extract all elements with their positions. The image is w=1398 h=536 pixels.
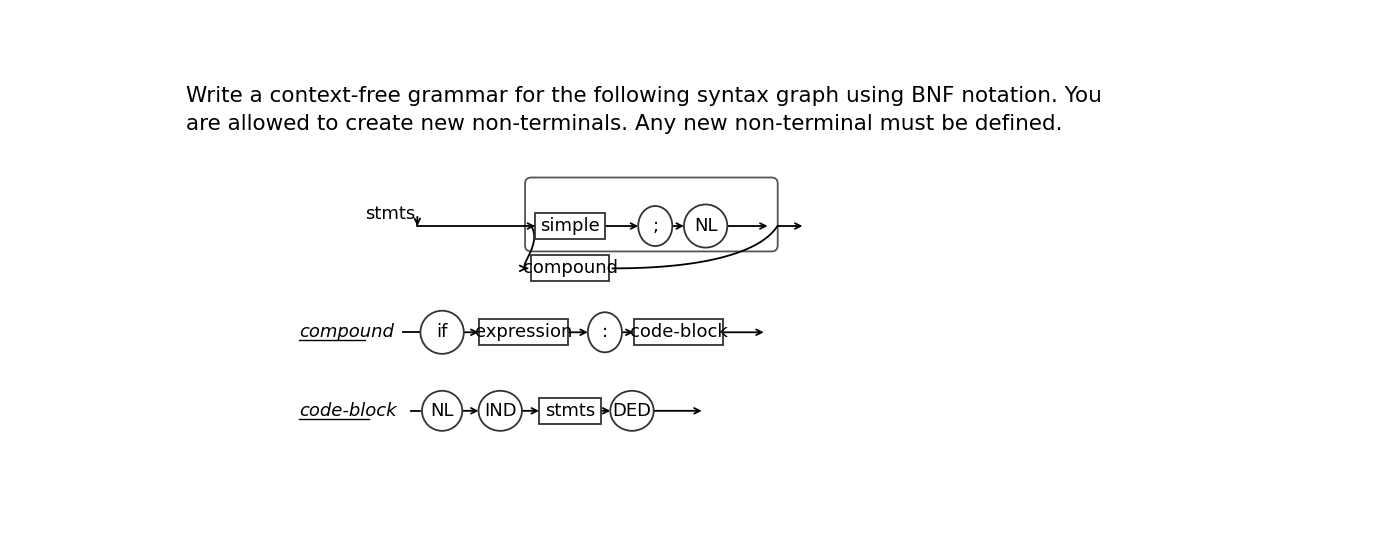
Text: compound: compound	[523, 259, 618, 277]
Ellipse shape	[421, 311, 464, 354]
Text: are allowed to create new non-terminals. Any new non-terminal must be defined.: are allowed to create new non-terminals.…	[186, 114, 1062, 135]
FancyBboxPatch shape	[535, 213, 605, 239]
Text: DED: DED	[612, 402, 651, 420]
Ellipse shape	[639, 206, 672, 246]
Text: :: :	[601, 323, 608, 341]
Text: ;: ;	[653, 217, 658, 235]
FancyBboxPatch shape	[633, 319, 723, 345]
Text: code-block: code-block	[629, 323, 727, 341]
Text: simple: simple	[540, 217, 600, 235]
Text: stmts: stmts	[365, 205, 415, 224]
Text: expression: expression	[475, 323, 572, 341]
Text: stmts: stmts	[545, 402, 596, 420]
FancyBboxPatch shape	[531, 255, 608, 281]
Text: IND: IND	[484, 402, 517, 420]
Text: Write a context-free grammar for the following syntax graph using BNF notation. : Write a context-free grammar for the fol…	[186, 86, 1102, 106]
FancyBboxPatch shape	[478, 319, 569, 345]
Ellipse shape	[611, 391, 654, 431]
Ellipse shape	[422, 391, 463, 431]
Text: NL: NL	[693, 217, 717, 235]
Ellipse shape	[587, 312, 622, 352]
Text: if: if	[436, 323, 447, 341]
Ellipse shape	[684, 204, 727, 248]
Ellipse shape	[478, 391, 521, 431]
FancyBboxPatch shape	[540, 398, 601, 424]
Text: NL: NL	[431, 402, 454, 420]
Text: code-block: code-block	[299, 402, 396, 420]
Text: compound: compound	[299, 323, 394, 341]
